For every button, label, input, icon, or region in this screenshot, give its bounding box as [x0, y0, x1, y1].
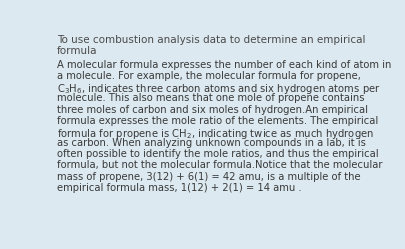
- Text: formula: formula: [57, 46, 97, 56]
- Text: three moles of carbon and six moles of hydrogen.An empirical: three moles of carbon and six moles of h…: [57, 105, 368, 115]
- Text: a molecule. For example, the molecular formula for propene,: a molecule. For example, the molecular f…: [57, 71, 361, 81]
- Text: C$_3$H$_6$, indicates three carbon atoms and six hydrogen atoms per: C$_3$H$_6$, indicates three carbon atoms…: [57, 82, 380, 96]
- Text: formula expresses the mole ratio of the elements. The empirical: formula expresses the mole ratio of the …: [57, 116, 378, 126]
- Text: A molecular formula expresses the number of each kind of atom in: A molecular formula expresses the number…: [57, 60, 391, 70]
- Text: mass of propene, 3(12) + 6(1) = 42 amu, is a multiple of the: mass of propene, 3(12) + 6(1) = 42 amu, …: [57, 172, 360, 182]
- Text: formula, but not the molecular formula.Notice that the molecular: formula, but not the molecular formula.N…: [57, 160, 382, 170]
- Text: as carbon. When analyzing unknown compounds in a lab, it is: as carbon. When analyzing unknown compou…: [57, 138, 366, 148]
- Text: molecule. This also means that one mole of propene contains: molecule. This also means that one mole …: [57, 93, 364, 103]
- Text: empirical formula mass, 1(12) + 2(1) = 14 amu .: empirical formula mass, 1(12) + 2(1) = 1…: [57, 183, 301, 193]
- Text: often possible to identify the mole ratios, and thus the empirical: often possible to identify the mole rati…: [57, 149, 378, 159]
- Text: To use combustion analysis data to determine an empirical: To use combustion analysis data to deter…: [57, 35, 365, 45]
- Text: formula for propene is CH$_2$, indicating twice as much hydrogen: formula for propene is CH$_2$, indicatin…: [57, 127, 374, 141]
